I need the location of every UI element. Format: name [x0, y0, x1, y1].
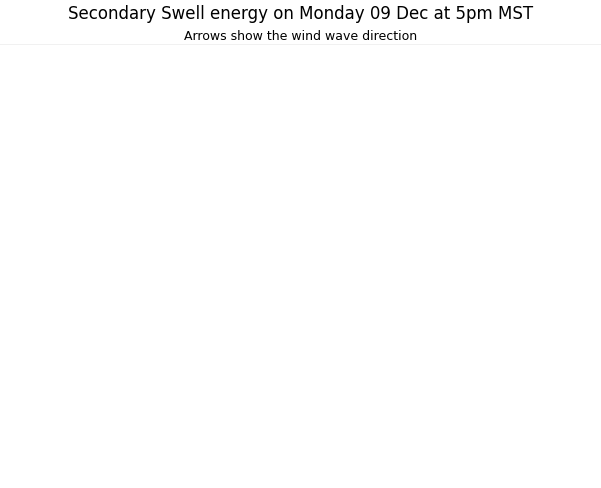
Text: Secondary Swell energy on Monday 09 Dec at 5pm MST: Secondary Swell energy on Monday 09 Dec … [68, 5, 533, 23]
Text: cartopy required: cartopy required [219, 258, 382, 277]
Text: Arrows show the wind wave direction: Arrows show the wind wave direction [184, 30, 417, 42]
